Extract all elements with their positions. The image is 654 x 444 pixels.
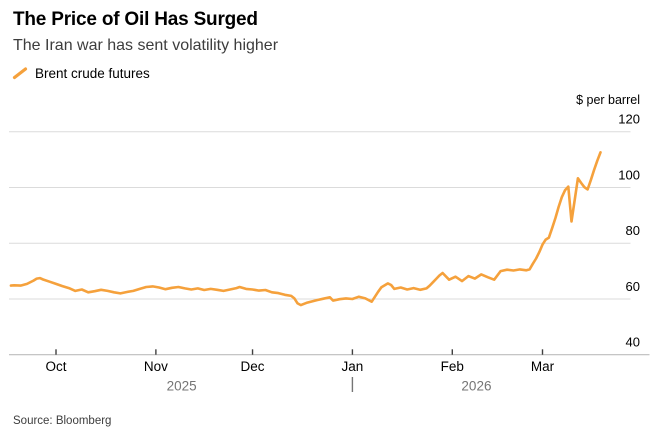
line-series-icon (12, 67, 28, 80)
month-label: Mar (531, 359, 555, 374)
y-axis-unit-label: $ per barrel (576, 93, 640, 107)
y-tick-label: 40 (626, 335, 640, 350)
month-label: Dec (241, 359, 265, 374)
y-tick-label: 80 (626, 223, 640, 238)
chart-title: The Price of Oil Has Surged (13, 9, 258, 30)
y-tick-label: 120 (618, 112, 640, 127)
legend: Brent crude futures (12, 66, 150, 81)
year-label: 2026 (461, 379, 491, 394)
chart-subtitle: The Iran war has sent volatility higher (13, 37, 279, 54)
y-tick-label: 100 (618, 167, 640, 182)
y-tick-label: 60 (626, 279, 640, 294)
year-label: 2025 (167, 379, 197, 394)
month-label: Feb (441, 359, 464, 374)
month-label: Nov (144, 359, 168, 374)
month-label: Oct (45, 359, 66, 374)
month-label: Jan (342, 359, 364, 374)
price-line (9, 151, 602, 307)
legend-label: Brent crude futures (35, 66, 150, 81)
source-attribution: Source: Bloomberg (13, 415, 112, 427)
